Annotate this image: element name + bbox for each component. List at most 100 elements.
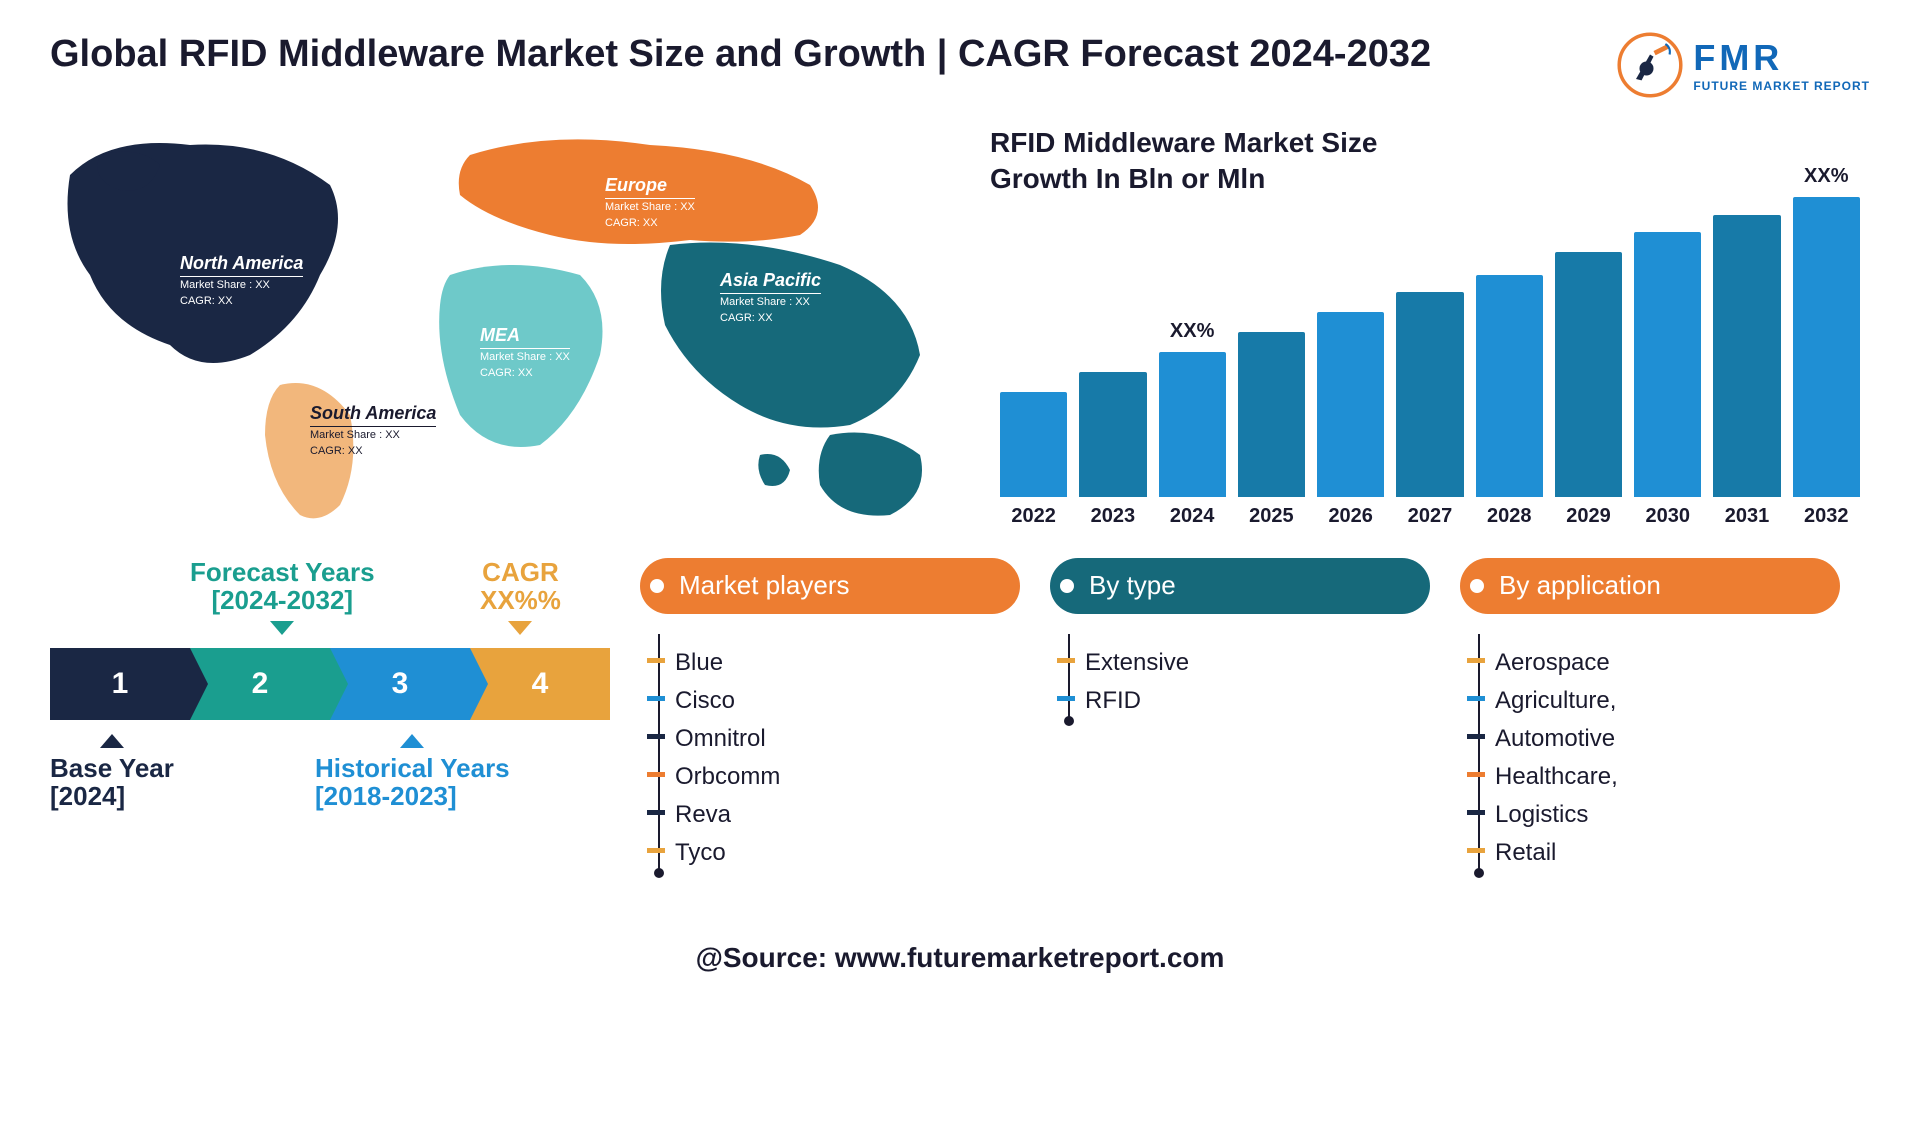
- list-item: Extensive: [1085, 644, 1430, 682]
- bar-2023: 2023: [1079, 372, 1146, 528]
- list-item: Aerospace: [1495, 644, 1840, 682]
- pill-title: Market players: [679, 570, 850, 601]
- region-ap-share: Market Share : XX: [720, 293, 821, 308]
- pill-dot-icon: [1470, 579, 1484, 593]
- list-item: Agriculture,: [1495, 682, 1840, 720]
- bar-2028: 2028: [1476, 275, 1543, 528]
- category-list: AerospaceAgriculture,AutomotiveHealthcar…: [1460, 634, 1840, 882]
- list-item: Automotive: [1495, 720, 1840, 758]
- timeline-top-label: CAGRXX%%: [480, 558, 561, 635]
- list-item: Retail: [1495, 834, 1840, 872]
- bar-2029: 2029: [1555, 252, 1622, 528]
- category-list: BlueCiscoOmnitrolOrbcommRevaTyco: [640, 634, 1020, 882]
- bar-annotation: XX%: [1804, 165, 1848, 188]
- region-na-share: Market Share : XX: [180, 276, 303, 291]
- timeline-bottom-label: Historical Years[2018-2023]: [315, 734, 510, 811]
- pill-dot-icon: [1060, 579, 1074, 593]
- bar-year-label: 2031: [1725, 505, 1770, 528]
- bar-rect: [1634, 232, 1701, 497]
- category-list: ExtensiveRFID: [1050, 634, 1430, 730]
- list-item: RFID: [1085, 682, 1430, 720]
- timeline-segment-1: 1: [50, 648, 190, 720]
- region-eu-name: Europe: [605, 175, 695, 196]
- region-mea-cagr: CAGR: XX: [480, 365, 570, 379]
- bar-year-label: 2028: [1487, 505, 1532, 528]
- region-na-name: North America: [180, 253, 303, 274]
- list-item: Tyco: [675, 834, 1020, 872]
- region-ap-cagr: CAGR: XX: [720, 310, 821, 324]
- bar-year-label: 2024: [1170, 505, 1215, 528]
- bar-year-label: 2022: [1011, 505, 1056, 528]
- region-na: North America Market Share : XX CAGR: XX: [180, 253, 303, 307]
- logo-text-sub: FUTURE MARKET REPORT: [1693, 79, 1870, 93]
- list-item: Orbcomm: [675, 758, 1020, 796]
- page-title: Global RFID Middleware Market Size and G…: [50, 30, 1431, 79]
- region-sa-cagr: CAGR: XX: [310, 443, 436, 457]
- fmr-logo: FMR FUTURE MARKET REPORT: [1615, 30, 1870, 100]
- region-ap: Asia Pacific Market Share : XX CAGR: XX: [720, 270, 821, 324]
- bar-2026: 2026: [1317, 312, 1384, 528]
- bar-rect: [1555, 252, 1622, 497]
- region-ap-name: Asia Pacific: [720, 270, 821, 291]
- bar-rect: [1476, 275, 1543, 497]
- region-sa: South America Market Share : XX CAGR: XX: [310, 403, 436, 457]
- bar-year-label: 2027: [1408, 505, 1453, 528]
- category-pill: By type: [1050, 558, 1430, 614]
- logo-text-main: FMR: [1693, 37, 1870, 79]
- bar-year-label: 2032: [1804, 505, 1849, 528]
- timeline-top-label: Forecast Years[2024-2032]: [190, 558, 375, 635]
- list-item: Cisco: [675, 682, 1020, 720]
- pill-title: By type: [1089, 570, 1176, 601]
- list-item: Blue: [675, 644, 1020, 682]
- category-pill: Market players: [640, 558, 1020, 614]
- source-text: @Source: www.futuremarketreport.com: [50, 942, 1870, 974]
- region-mea: MEA Market Share : XX CAGR: XX: [480, 325, 570, 379]
- bar-2025: 2025: [1238, 332, 1305, 528]
- bar-2030: 2030: [1634, 232, 1701, 528]
- region-sa-share: Market Share : XX: [310, 426, 436, 441]
- bar-year-label: 2026: [1328, 505, 1373, 528]
- bar-chart: RFID Middleware Market Size Growth In Bl…: [990, 125, 1870, 528]
- bar-2022: 2022: [1000, 392, 1067, 528]
- list-item: Healthcare,: [1495, 758, 1840, 796]
- timeline-bar: 1234: [50, 648, 610, 720]
- bar-year-label: 2030: [1646, 505, 1691, 528]
- bar-rect: [1793, 197, 1860, 497]
- bar-annotation: XX%: [1170, 320, 1214, 343]
- list-item: Reva: [675, 796, 1020, 834]
- chart-title: RFID Middleware Market Size Growth In Bl…: [990, 125, 1410, 198]
- bar-2031: 2031: [1713, 215, 1780, 528]
- timeline-segment-4: 4: [470, 648, 610, 720]
- region-eu-share: Market Share : XX: [605, 198, 695, 213]
- category-column: By application AerospaceAgriculture,Autom…: [1460, 558, 1840, 882]
- timeline-bottom-label: Base Year[2024]: [50, 734, 174, 811]
- list-item: Omnitrol: [675, 720, 1020, 758]
- bar-rect: [1396, 292, 1463, 497]
- bar-year-label: 2029: [1566, 505, 1611, 528]
- bar-year-label: 2023: [1091, 505, 1136, 528]
- region-mea-share: Market Share : XX: [480, 348, 570, 363]
- bar-year-label: 2025: [1249, 505, 1294, 528]
- category-column: By type ExtensiveRFID: [1050, 558, 1430, 882]
- region-na-cagr: CAGR: XX: [180, 293, 303, 307]
- bar-rect: [1000, 392, 1067, 497]
- telescope-icon: [1615, 30, 1685, 100]
- timeline-segment-2: 2: [190, 648, 330, 720]
- bar-2032: XX%2032: [1793, 197, 1860, 528]
- timeline: Forecast Years[2024-2032]CAGRXX%% 1234 B…: [50, 558, 610, 734]
- region-eu-cagr: CAGR: XX: [605, 215, 695, 229]
- category-pill: By application: [1460, 558, 1840, 614]
- timeline-segment-3: 3: [330, 648, 470, 720]
- bar-rect: [1079, 372, 1146, 497]
- world-map: North America Market Share : XX CAGR: XX…: [50, 125, 950, 525]
- list-item: Logistics: [1495, 796, 1840, 834]
- region-eu: Europe Market Share : XX CAGR: XX: [605, 175, 695, 229]
- bar-rect: [1159, 352, 1226, 497]
- region-sa-name: South America: [310, 403, 436, 424]
- chart-bars: 2022 2023 XX% 2024 2025 2026 2027 2028 2029 2030 2…: [990, 218, 1870, 528]
- category-column: Market players BlueCiscoOmnitrolOrbcommRe…: [640, 558, 1020, 882]
- bar-rect: [1317, 312, 1384, 497]
- bar-rect: [1238, 332, 1305, 497]
- bar-2027: 2027: [1396, 292, 1463, 528]
- bar-rect: [1713, 215, 1780, 497]
